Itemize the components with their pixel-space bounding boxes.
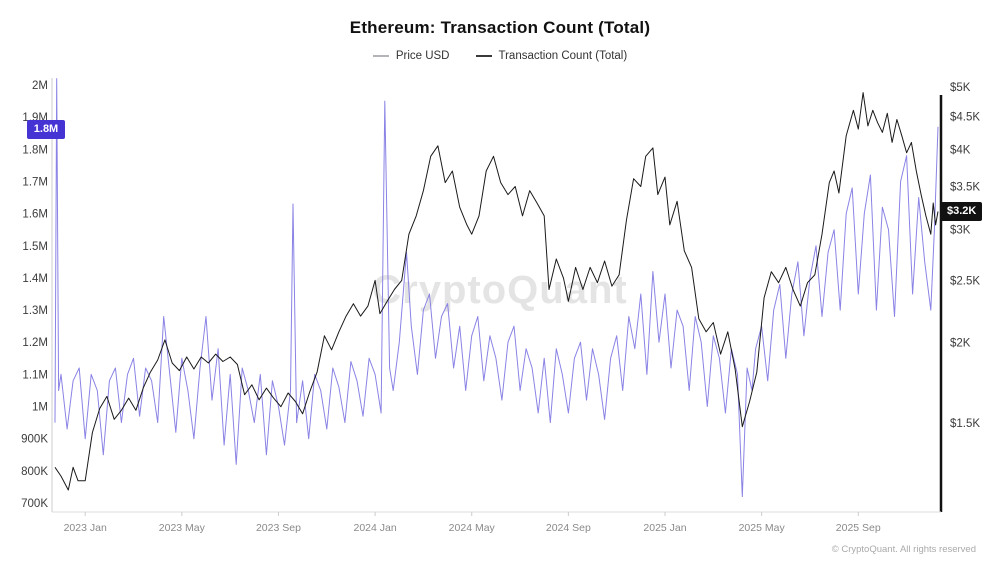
cryptoquant-watermark: CryptoQuant — [372, 268, 628, 312]
x-axis-tick-label: 2023 Jan — [64, 522, 107, 534]
transaction-count-line[interactable] — [54, 78, 939, 498]
left-axis-tick-label: 900K — [21, 434, 48, 446]
right-axis-tick-label: $2.5K — [950, 275, 980, 287]
copyright-note: © CryptoQuant. All rights reserved — [831, 544, 976, 555]
x-axis-tick-label: 2024 Sep — [546, 522, 591, 534]
left-axis-tick-label: 1M — [32, 402, 48, 414]
right-axis-tick-label: $4.5K — [950, 111, 980, 123]
x-axis-tick-label: 2024 Jan — [353, 522, 396, 534]
chart-legend: Price USD Transaction Count (Total) — [0, 50, 1000, 62]
price-usd-line[interactable] — [54, 92, 939, 491]
right-axis-tick-label: $3K — [950, 225, 971, 237]
left-axis-tick-label: 1.6M — [22, 209, 48, 221]
left-axis-tick-label: 1.2M — [22, 337, 48, 349]
legend-item-transaction-count[interactable]: Transaction Count (Total) — [475, 50, 628, 62]
x-axis-tick-label: 2023 May — [159, 522, 206, 534]
left-axis-tick-label: 800K — [21, 466, 48, 478]
x-axis-tick-label: 2024 May — [449, 522, 496, 534]
left-axis-tick-label: 1.7M — [22, 176, 48, 188]
left-axis-current-value-badge: 1.8M — [27, 120, 65, 139]
right-axis-tick-label: $5K — [950, 82, 971, 94]
chart-title: Ethereum: Transaction Count (Total) — [349, 18, 651, 37]
price-usd-legend-label: Price USD — [395, 50, 450, 62]
right-axis-tick-label: $3.5K — [950, 182, 980, 194]
right-axis-current-value-badge: $3.2K — [941, 201, 983, 221]
left-axis-tick-label: 1.8M — [22, 144, 48, 156]
left-axis-tick-label: 1.3M — [22, 305, 48, 317]
x-axis-tick-label: 2025 Jan — [643, 522, 686, 534]
right-axis-tick-label: $1.5K — [950, 418, 980, 430]
right-axis-tick-label: $2K — [950, 338, 971, 350]
left-axis-tick-label: 1.4M — [22, 273, 48, 285]
left-axis-tick-label: 1.5M — [22, 241, 48, 253]
x-axis-tick-label: 2023 Sep — [256, 522, 301, 534]
legend-item-price-usd[interactable]: Price USD — [372, 50, 450, 62]
x-axis-tick-label: 2025 Sep — [836, 522, 881, 534]
price-usd-legend-dash-icon — [372, 55, 389, 57]
left-axis-tick-label: 2M — [32, 80, 48, 92]
transaction-count-legend-dash-icon — [475, 55, 492, 57]
x-axis-tick-label: 2025 May — [739, 522, 786, 534]
transaction-count-legend-label: Transaction Count (Total) — [498, 50, 628, 62]
right-axis-tick-label: $4K — [950, 144, 971, 156]
left-axis-tick-label: 700K — [21, 498, 48, 510]
left-axis-tick-label: 1.1M — [22, 369, 48, 381]
